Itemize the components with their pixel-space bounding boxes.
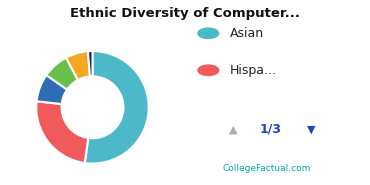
Text: ▼: ▼ (307, 125, 315, 134)
Wedge shape (36, 101, 88, 163)
Text: ▲: ▲ (229, 125, 237, 134)
Text: 52.2%: 52.2% (90, 106, 116, 115)
Wedge shape (85, 51, 149, 164)
Text: Asian: Asian (230, 27, 264, 40)
Text: CollegeFactual.com: CollegeFactual.com (222, 164, 310, 173)
Text: 1/3: 1/3 (259, 123, 281, 136)
Wedge shape (37, 75, 67, 104)
Text: Hispa...: Hispa... (230, 64, 277, 77)
Wedge shape (66, 51, 90, 80)
Wedge shape (88, 51, 92, 76)
Text: Ethnic Diversity of Computer...: Ethnic Diversity of Computer... (70, 7, 300, 20)
Wedge shape (46, 58, 78, 90)
